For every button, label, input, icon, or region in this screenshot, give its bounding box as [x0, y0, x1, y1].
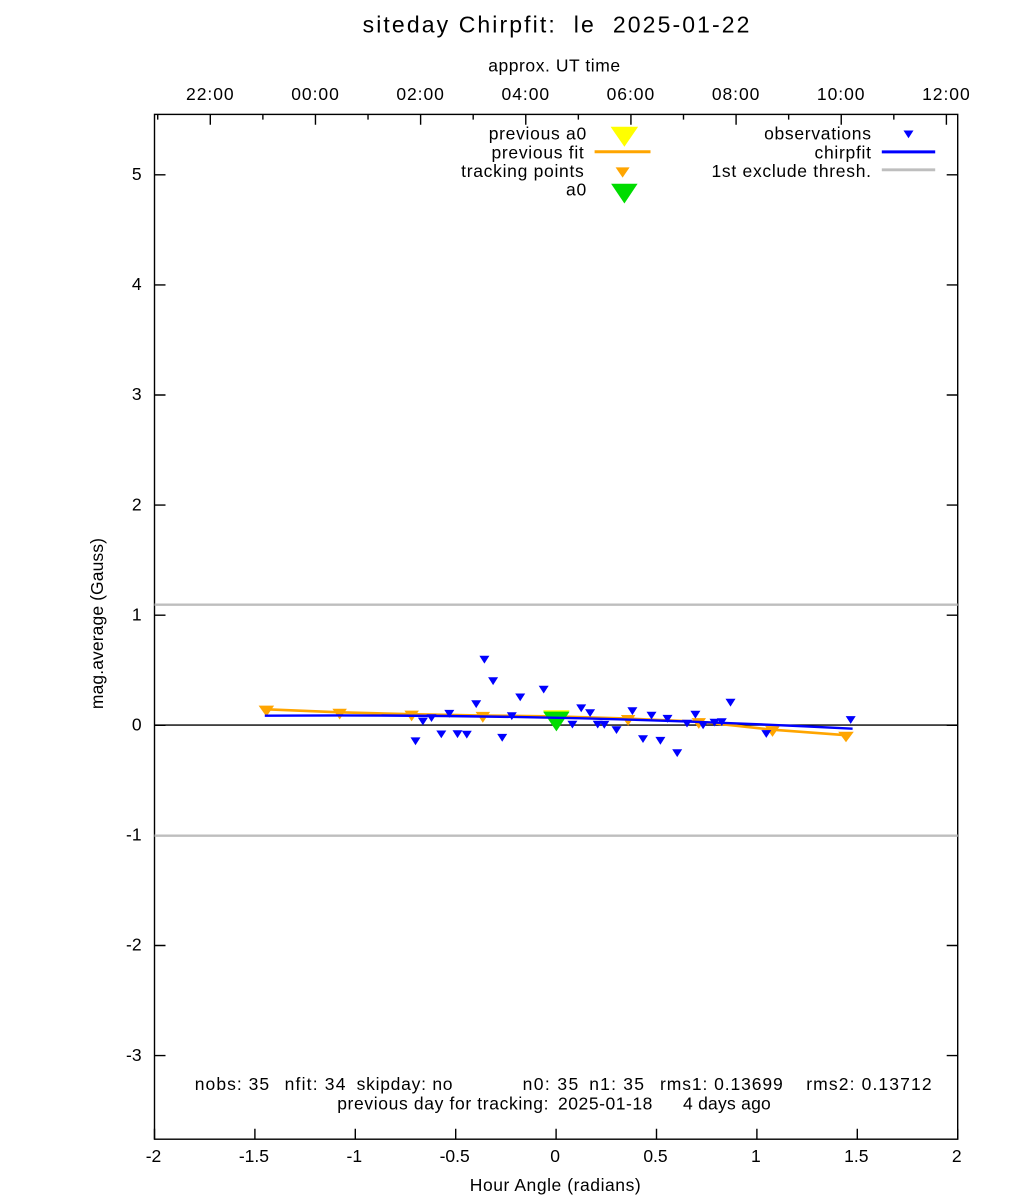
svg-text:approx. UT time: approx. UT time — [488, 55, 620, 75]
svg-text:rms1: 0.13699: rms1: 0.13699 — [660, 1074, 784, 1094]
svg-text:previous a0: previous a0 — [489, 124, 587, 144]
svg-text:0: 0 — [132, 715, 142, 735]
svg-text:12:00: 12:00 — [922, 84, 971, 104]
svg-text:08:00: 08:00 — [712, 84, 761, 104]
svg-text:-2: -2 — [126, 935, 142, 955]
svg-text:0: 0 — [550, 1146, 560, 1166]
svg-text:5: 5 — [132, 164, 142, 184]
svg-text:skipday: no: skipday: no — [357, 1074, 454, 1094]
svg-text:2: 2 — [952, 1146, 962, 1166]
svg-text:-3: -3 — [126, 1045, 142, 1065]
svg-text:n0: 35: n0: 35 — [523, 1074, 580, 1094]
svg-text:02:00: 02:00 — [396, 84, 445, 104]
svg-text:nobs: 35: nobs: 35 — [195, 1074, 270, 1094]
svg-text:previous fit: previous fit — [491, 142, 584, 162]
svg-text:2: 2 — [132, 494, 142, 514]
svg-text:siteday Chirpfit: le 2025-01: siteday Chirpfit: le 2025-01-22 — [363, 12, 752, 38]
svg-text:3: 3 — [132, 384, 142, 404]
svg-text:n1: 35: n1: 35 — [589, 1074, 645, 1094]
svg-text:chirpfit: chirpfit — [815, 142, 872, 162]
svg-text:1: 1 — [132, 604, 142, 624]
svg-text:a0: a0 — [566, 180, 587, 200]
svg-text:tracking points: tracking points — [461, 161, 584, 181]
svg-text:4 days ago: 4 days ago — [683, 1093, 771, 1113]
svg-text:1.5: 1.5 — [844, 1146, 868, 1166]
svg-text:04:00: 04:00 — [502, 84, 551, 104]
svg-text:22:00: 22:00 — [186, 84, 235, 104]
svg-text:-1: -1 — [347, 1146, 363, 1166]
svg-text:00:00: 00:00 — [291, 84, 340, 104]
svg-text:10:00: 10:00 — [817, 84, 866, 104]
svg-text:2025-01-18: 2025-01-18 — [558, 1093, 653, 1113]
svg-text:nfit: 34: nfit: 34 — [285, 1074, 347, 1094]
svg-text:1st exclude thresh.: 1st exclude thresh. — [712, 161, 872, 181]
svg-text:previous day for tracking:: previous day for tracking: — [337, 1093, 549, 1113]
svg-text:-2: -2 — [146, 1146, 162, 1166]
svg-text:-1: -1 — [126, 825, 142, 845]
svg-text:1: 1 — [751, 1146, 761, 1166]
svg-text:mag.average (Gauss): mag.average (Gauss) — [87, 538, 107, 709]
svg-text:-1.5: -1.5 — [239, 1146, 269, 1166]
svg-text:4: 4 — [132, 274, 142, 294]
svg-text:Hour Angle (radians): Hour Angle (radians) — [470, 1175, 642, 1195]
svg-text:0.5: 0.5 — [643, 1146, 667, 1166]
svg-text:06:00: 06:00 — [607, 84, 656, 104]
svg-text:observations: observations — [764, 124, 872, 144]
svg-text:-0.5: -0.5 — [440, 1146, 470, 1166]
svg-text:rms2: 0.13712: rms2: 0.13712 — [806, 1074, 933, 1094]
